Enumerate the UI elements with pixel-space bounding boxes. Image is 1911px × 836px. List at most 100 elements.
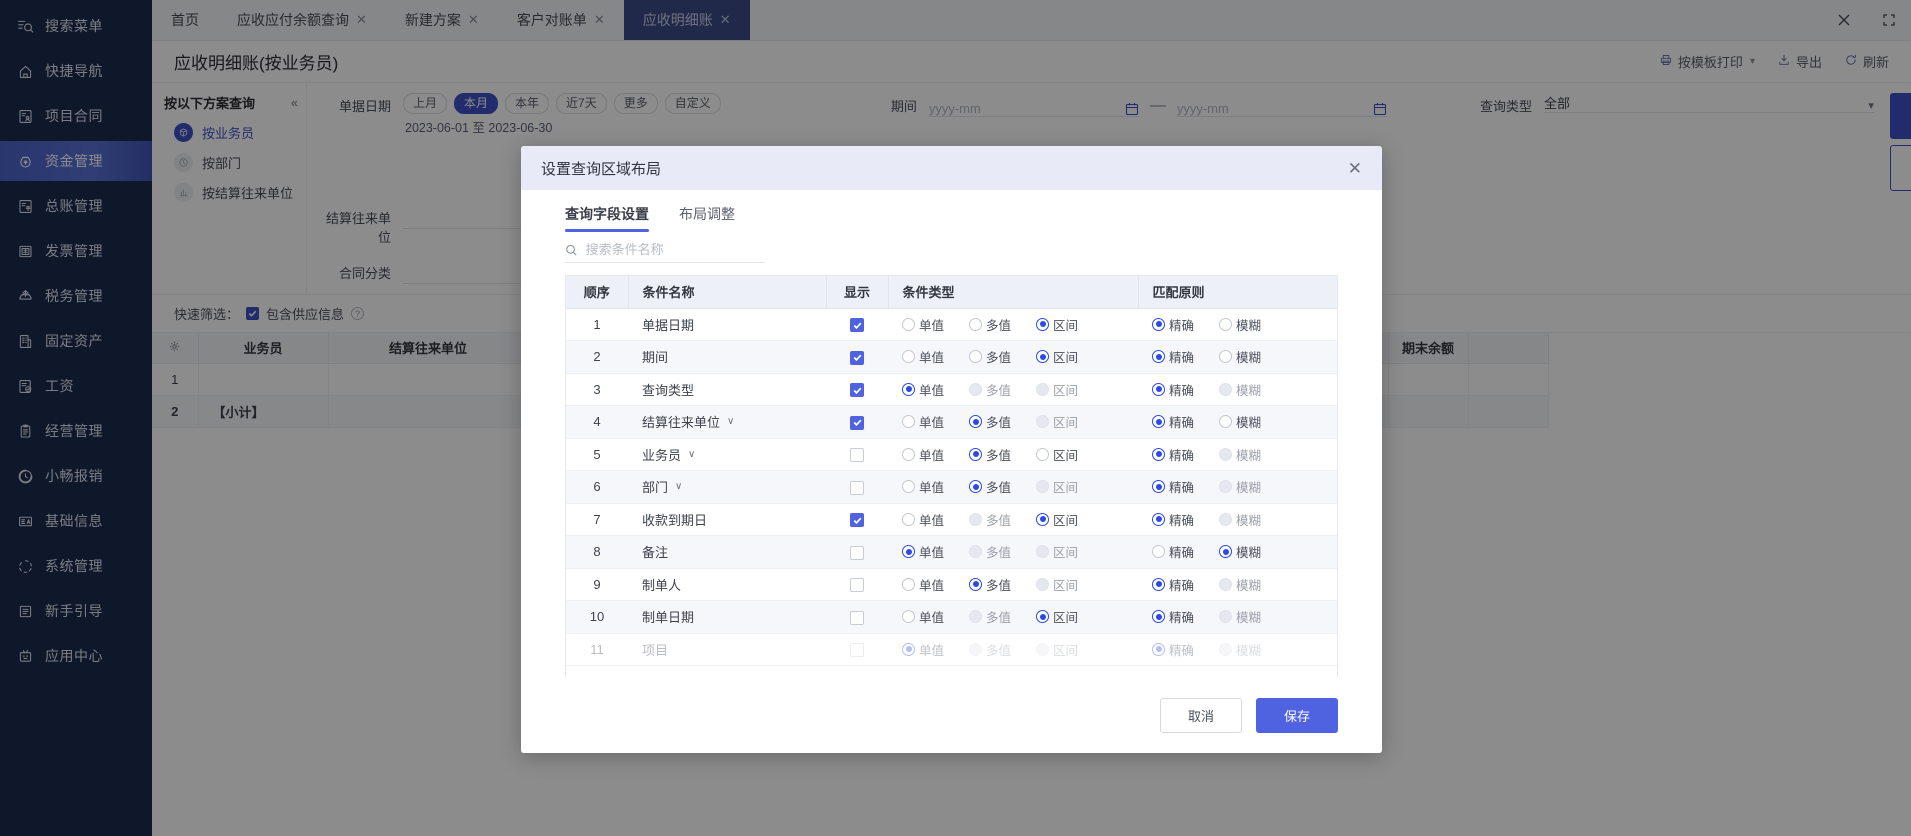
condition-type-option[interactable]: 多值 <box>969 510 1029 529</box>
quick-date-chip-5[interactable]: 更多 <box>613 93 658 114</box>
sidebar-item-8[interactable]: 固定资产 <box>0 321 152 361</box>
condition-search[interactable] <box>565 242 765 263</box>
condition-type-option[interactable]: 多值 <box>969 412 1029 431</box>
scheme-item-2[interactable]: 按部门 <box>164 153 306 172</box>
condition-rule-option[interactable]: 模糊 <box>1219 575 1279 594</box>
sidebar-item-4[interactable]: 资金管理 <box>0 141 152 181</box>
gear-icon[interactable] <box>152 333 199 364</box>
sidebar-item-15[interactable]: 应用中心 <box>0 636 152 676</box>
show-checkbox[interactable] <box>850 383 864 398</box>
settings-button[interactable]: 设置 <box>1889 145 1911 191</box>
tab-close-icon[interactable]: ✕ <box>467 12 479 27</box>
condition-rule-option[interactable]: 精确 <box>1152 445 1212 464</box>
condition-type-option[interactable]: 区间 <box>1036 575 1096 594</box>
condition-type-option[interactable]: 多值 <box>969 445 1029 464</box>
search-button[interactable]: 查询 <box>1889 93 1911 139</box>
show-checkbox[interactable] <box>850 415 864 430</box>
condition-rule-option[interactable]: 精确 <box>1152 542 1212 561</box>
sidebar-item-3[interactable]: 项目合同 <box>0 96 152 136</box>
quick-date-chip-6[interactable]: 自定义 <box>664 93 721 114</box>
tab-5[interactable]: 应收明细账 ✕ <box>623 0 750 40</box>
condition-type-option[interactable]: 多值 <box>969 607 1029 626</box>
condition-type-option[interactable]: 区间 <box>1036 510 1096 529</box>
quick-date-chip-2[interactable]: 本月 <box>454 93 499 114</box>
condition-type-option[interactable]: 单值 <box>902 542 962 561</box>
show-checkbox[interactable] <box>850 643 864 658</box>
show-checkbox[interactable] <box>850 448 864 463</box>
sidebar-item-12[interactable]: 基础信息 <box>0 501 152 541</box>
sidebar-item-9[interactable]: 工资 <box>0 366 152 406</box>
show-checkbox[interactable] <box>850 480 864 495</box>
condition-type-option[interactable]: 单值 <box>902 412 962 431</box>
tab-1[interactable]: 首页 <box>152 0 218 40</box>
condition-rule-option[interactable]: 模糊 <box>1219 347 1279 366</box>
condition-rule-option[interactable]: 模糊 <box>1219 640 1279 659</box>
condition-row[interactable]: 6 部门 ∨ 单值 多值 区间 精确 模糊 <box>566 470 1337 504</box>
tab-4[interactable]: 客户对账单 ✕ <box>498 0 624 40</box>
condition-rule-option[interactable]: 精确 <box>1152 477 1212 496</box>
refresh-button[interactable]: 刷新 <box>1844 52 1889 71</box>
printer-button[interactable]: 按模板打印 ▾ <box>1659 52 1755 71</box>
condition-row[interactable]: 2 期间 单值 多值 区间 精确 模糊 <box>566 340 1337 374</box>
condition-search-input[interactable] <box>585 242 765 257</box>
sidebar-item-11[interactable]: 小畅报销 <box>0 456 152 496</box>
show-checkbox[interactable] <box>850 318 864 333</box>
sidebar-item-7[interactable]: 税务管理 <box>0 276 152 316</box>
condition-type-option[interactable]: 区间 <box>1036 412 1096 431</box>
sidebar-item-6[interactable]: 发票管理 <box>0 231 152 271</box>
condition-row[interactable]: 1 单据日期 单值 多值 区间 精确 模糊 <box>566 308 1337 341</box>
condition-rule-option[interactable]: 模糊 <box>1219 542 1279 561</box>
condition-type-option[interactable]: 单值 <box>902 380 962 399</box>
condition-row[interactable]: 7 收款到期日 单值 多值 区间 精确 模糊 <box>566 503 1337 536</box>
show-checkbox[interactable] <box>850 513 864 528</box>
condition-rule-option[interactable]: 模糊 <box>1219 607 1279 626</box>
condition-type-option[interactable]: 单值 <box>902 477 962 496</box>
include-supply-checkbox[interactable] <box>246 307 260 320</box>
show-checkbox[interactable] <box>850 545 864 560</box>
condition-type-option[interactable]: 多值 <box>969 575 1029 594</box>
condition-type-option[interactable]: 区间 <box>1036 640 1096 659</box>
question-icon[interactable]: ? <box>351 307 365 320</box>
query-type-select[interactable]: 全部 ▾ <box>1543 93 1874 113</box>
sidebar-item-1[interactable]: 搜索菜单 <box>0 6 152 46</box>
quick-date-chip-1[interactable]: 上月 <box>403 93 448 114</box>
condition-type-option[interactable]: 多值 <box>969 477 1029 496</box>
condition-rule-option[interactable]: 精确 <box>1152 607 1212 626</box>
cancel-button[interactable]: 取消 <box>1159 697 1242 733</box>
show-checkbox[interactable] <box>850 350 864 365</box>
condition-type-option[interactable]: 多值 <box>969 380 1029 399</box>
condition-rule-option[interactable]: 精确 <box>1152 347 1212 366</box>
condition-rule-option[interactable]: 模糊 <box>1219 315 1279 334</box>
condition-type-option[interactable]: 区间 <box>1036 542 1096 561</box>
condition-row[interactable]: 4 结算往来单位 ∨ 单值 多值 区间 精确 模糊 <box>566 405 1337 439</box>
tab-close-icon[interactable]: ✕ <box>593 12 605 27</box>
chevron-down-icon[interactable]: ∨ <box>727 416 735 428</box>
tab-close-icon[interactable]: ✕ <box>356 12 367 27</box>
scheme-item-1[interactable]: 按业务员 <box>164 123 306 142</box>
condition-rule-option[interactable]: 精确 <box>1152 380 1212 399</box>
condition-type-option[interactable]: 单值 <box>902 640 962 659</box>
condition-type-option[interactable]: 单值 <box>902 607 962 626</box>
scheme-item-3[interactable]: 按结算往来单位 <box>164 183 306 202</box>
condition-type-option[interactable]: 区间 <box>1036 607 1096 626</box>
condition-type-option[interactable]: 单值 <box>902 315 962 334</box>
chevron-down-icon[interactable]: ∨ <box>688 448 696 460</box>
window-close-button[interactable] <box>1821 0 1866 41</box>
collapse-left-icon[interactable]: « <box>290 95 298 110</box>
condition-type-option[interactable]: 单值 <box>902 347 962 366</box>
show-checkbox[interactable] <box>850 578 864 593</box>
condition-rule-option[interactable]: 精确 <box>1152 510 1212 529</box>
calendar-icon[interactable] <box>1373 102 1387 116</box>
condition-rule-option[interactable]: 精确 <box>1152 575 1212 594</box>
condition-type-option[interactable]: 区间 <box>1036 347 1096 366</box>
condition-type-option[interactable]: 区间 <box>1036 380 1096 399</box>
calendar-icon[interactable] <box>1125 102 1139 116</box>
sidebar-item-13[interactable]: 系统管理 <box>0 546 152 586</box>
condition-row[interactable]: 11 项目 单值 多值 区间 精确 模糊 <box>566 633 1337 666</box>
quick-date-chip-4[interactable]: 近7天 <box>556 93 607 114</box>
condition-type-option[interactable]: 多值 <box>969 640 1029 659</box>
chevron-down-icon[interactable]: ∨ <box>675 481 683 493</box>
chevron-down-icon[interactable]: ▾ <box>1749 56 1755 67</box>
sidebar-item-10[interactable]: 经营管理 <box>0 411 152 451</box>
condition-type-option[interactable]: 单值 <box>902 575 962 594</box>
